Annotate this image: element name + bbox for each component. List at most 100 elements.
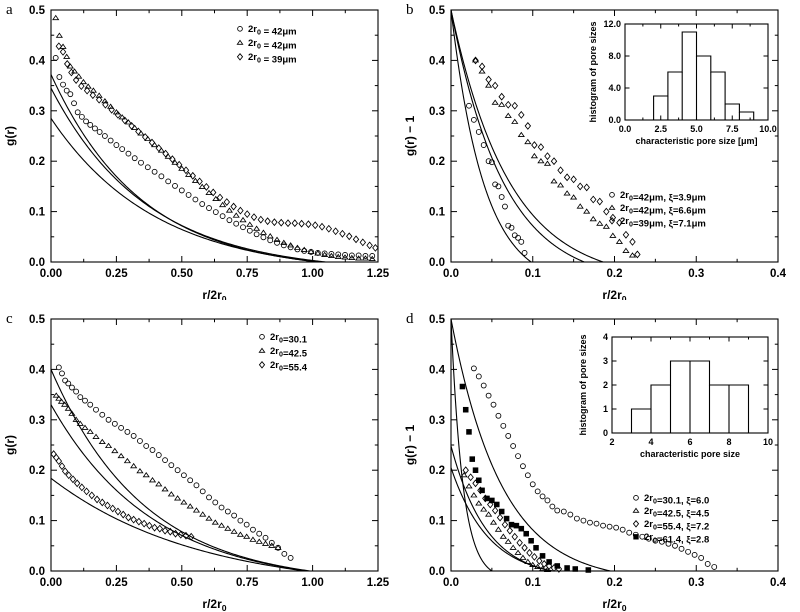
data-point — [665, 540, 672, 547]
data-point — [187, 477, 194, 484]
svg-text:0.4: 0.4 — [429, 364, 446, 376]
data-point — [82, 397, 88, 404]
data-point — [475, 500, 483, 506]
data-point — [466, 102, 472, 109]
data-point — [515, 453, 521, 459]
data-point — [550, 157, 558, 166]
data-point — [55, 395, 63, 401]
data-point — [523, 530, 529, 537]
data-point — [505, 100, 512, 109]
data-point — [260, 234, 267, 241]
data-point — [470, 116, 477, 123]
data-point — [169, 155, 176, 164]
svg-text:0.0: 0.0 — [429, 566, 445, 578]
data-point — [250, 526, 256, 533]
data-point — [75, 73, 83, 79]
data-point — [217, 522, 226, 528]
data-point — [544, 152, 551, 161]
data-point — [321, 251, 329, 257]
data-point — [218, 201, 227, 208]
svg-text:0.3: 0.3 — [688, 577, 704, 589]
data-point — [172, 183, 178, 189]
data-point — [167, 491, 175, 497]
data-point — [515, 234, 521, 241]
fit-circle — [450, 318, 611, 572]
svg-text:0.50: 0.50 — [171, 268, 193, 280]
legend-label: 2r0=42.5 — [270, 346, 308, 360]
inset-x-axis-title: characteristic pore size — [640, 449, 740, 459]
data-point — [249, 536, 257, 542]
data-point — [491, 99, 499, 105]
inset-x-tick-label: 2.5 — [654, 124, 667, 134]
data-point — [180, 472, 187, 479]
svg-text:0.5: 0.5 — [29, 314, 46, 326]
data-point — [141, 133, 149, 141]
svg-text:0.1: 0.1 — [525, 577, 542, 589]
data-point — [211, 519, 219, 525]
data-point — [506, 526, 514, 535]
legend-marker-circle — [609, 192, 615, 198]
data-point — [87, 122, 94, 128]
data-point — [518, 525, 525, 532]
data-point — [462, 466, 469, 475]
series-diamond — [50, 450, 195, 541]
data-point — [494, 501, 500, 508]
data-point — [511, 101, 518, 110]
fit-diamond — [450, 9, 604, 263]
data-series — [466, 56, 641, 259]
data-point — [55, 457, 63, 466]
panel-c: 0.00 0.25 0.50 0.75 1.00 1.25 0.0 0.1 0.2 0.3 0.4 0… — [0, 305, 400, 612]
data-point — [65, 471, 73, 480]
svg-text:0.25: 0.25 — [105, 268, 128, 280]
data-point — [511, 532, 518, 541]
svg-text:1.00: 1.00 — [301, 268, 323, 280]
svg-text:1.25: 1.25 — [367, 268, 390, 280]
y-axis-title: g(r) — [3, 126, 17, 146]
data-point — [66, 63, 74, 69]
legend-label: 2r0=42.5, ξ=4.5 — [644, 506, 710, 520]
data-point — [79, 78, 88, 85]
svg-text:0.2: 0.2 — [29, 156, 45, 168]
data-point — [348, 254, 356, 261]
data-point — [168, 462, 175, 469]
data-point — [305, 220, 312, 229]
data-point — [590, 195, 597, 204]
data-point — [476, 477, 482, 484]
data-point — [341, 254, 349, 260]
data-point — [609, 213, 617, 222]
data-point — [123, 457, 132, 464]
data-point — [593, 520, 600, 527]
data-point — [149, 447, 156, 453]
fit-curves — [50, 74, 326, 263]
svg-text:0.1: 0.1 — [429, 207, 446, 219]
data-point — [485, 392, 492, 399]
data-point — [114, 507, 122, 516]
inset-y-tick-label: 12.0 — [603, 19, 621, 29]
data-point — [508, 521, 515, 528]
data-point — [69, 384, 75, 391]
inset-histogram-b: 0.0 2.5 5.0 7.5 10.0 0.0 4.0 8.0 12.0 characteris… — [588, 19, 777, 146]
svg-text:0.2: 0.2 — [429, 465, 445, 477]
data-point — [95, 95, 103, 104]
svg-text:1.25: 1.25 — [367, 577, 390, 589]
data-point — [52, 392, 60, 398]
data-point — [280, 239, 288, 245]
data-point — [216, 193, 224, 202]
data-point — [543, 160, 552, 166]
data-point — [92, 433, 100, 439]
data-point — [520, 463, 526, 470]
svg-text:0.25: 0.25 — [105, 577, 128, 589]
inset-y-tick-label: 1 — [603, 404, 608, 414]
data-point — [613, 524, 620, 531]
data-point — [101, 97, 109, 104]
data-point — [52, 14, 60, 21]
fit-diamond — [450, 445, 551, 572]
data-point — [73, 388, 80, 395]
data-point — [165, 178, 172, 185]
data-point — [55, 42, 63, 51]
data-point — [62, 377, 69, 384]
data-point — [225, 207, 234, 213]
data-point — [250, 213, 258, 222]
data-point — [524, 472, 531, 479]
data-point — [629, 237, 636, 246]
